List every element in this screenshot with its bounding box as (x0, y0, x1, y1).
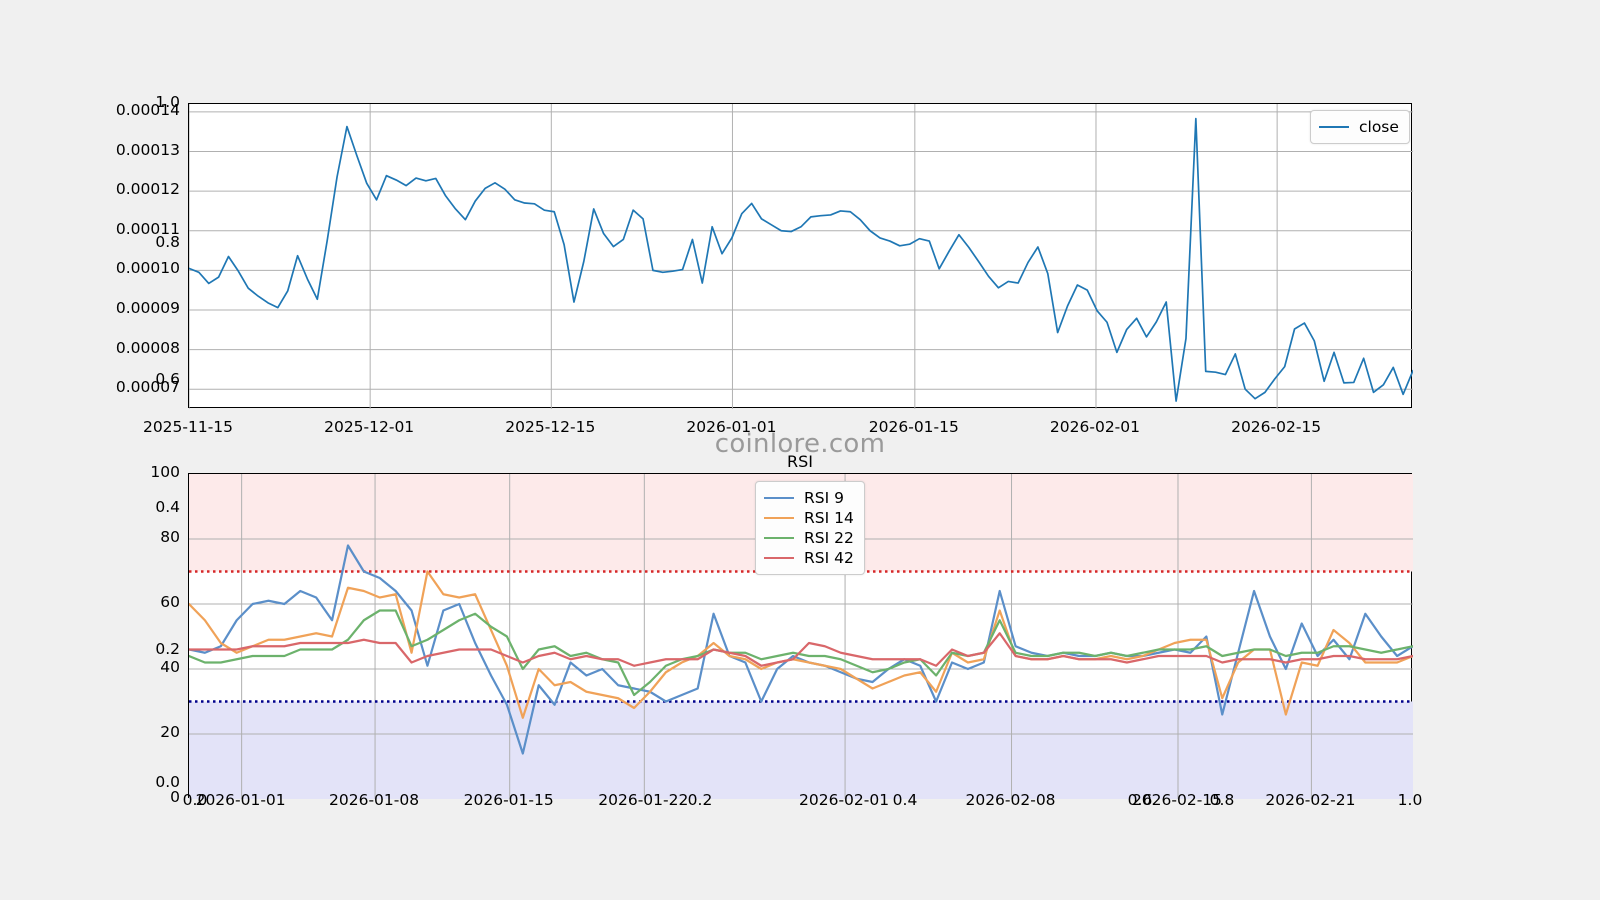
price-x-tick: 2025-12-01 (324, 418, 415, 436)
legend-color-swatch (764, 557, 794, 559)
rsi-y-tick: 40 (160, 658, 180, 676)
legend-color-swatch (764, 517, 794, 519)
price-x-tick: 2025-12-15 (505, 418, 596, 436)
price-x-tick: 2026-02-01 (1049, 418, 1141, 436)
rsi-legend: RSI 9 RSI 14 RSI 22 RSI 42 (755, 481, 865, 575)
rsi-x-tick: 2026-01-08 (329, 791, 420, 809)
legend-color-swatch (764, 537, 794, 539)
rsi-y-tick: 0 (170, 788, 180, 806)
price-x-tick: 2026-01-01 (686, 418, 777, 436)
rsi-y-tick: 20 (160, 723, 180, 741)
legend-item: RSI 14 (764, 508, 854, 528)
price-y-tick: 0.00014 (115, 100, 180, 119)
legend-item: RSI 22 (764, 528, 854, 548)
price-y-tick: 0.00012 (115, 180, 180, 199)
legend-item: RSI 42 (764, 548, 854, 568)
rsi-x-tick-secondary: 0.2 (687, 791, 713, 809)
price-plot-area (189, 104, 1413, 409)
price-y-tick: 0.00009 (115, 298, 180, 317)
rsi-x-tick-secondary: 0.0 (182, 791, 208, 809)
legend-color-swatch (764, 497, 794, 499)
price-y-tick: 0.00010 (115, 259, 180, 278)
rsi-x-tick: 2026-02-01 (799, 791, 890, 809)
legend-item-label: close (1359, 118, 1399, 136)
rsi-x-tick: 2026-02-08 (965, 791, 1056, 809)
rsi-x-tick: 2026-01-22 (598, 791, 689, 809)
price-y-tick-secondary: 1.0 (155, 93, 180, 111)
rsi-x-tick-secondary: 0.8 (1209, 791, 1235, 809)
price-x-tick: 2025-11-15 (142, 418, 234, 436)
rsi-plot-area (189, 474, 1413, 799)
price-x-tick: 2026-01-15 (868, 418, 959, 436)
legend-item-label: RSI 14 (804, 509, 854, 527)
rsi-y-tick: 80 (160, 528, 180, 546)
rsi-y-tick-secondary: 0.2 (155, 640, 180, 658)
rsi-x-tick-secondary: 1.0 (1397, 791, 1423, 809)
price-legend: close (1310, 110, 1410, 144)
price-y-tick: 0.00008 (115, 338, 180, 357)
legend-item-label: RSI 9 (804, 489, 844, 507)
rsi-x-tick: 2026-01-01 (195, 791, 286, 809)
rsi-y-tick-secondary: 0.4 (155, 498, 180, 516)
rsi-x-tick: 2026-02-15 (1131, 791, 1223, 809)
price-y-tick: 0.00011 (115, 219, 180, 238)
rsi-x-tick: 2026-02-21 (1265, 791, 1356, 809)
rsi-chart-title: RSI (787, 452, 813, 471)
price-y-tick-secondary: 0.8 (155, 233, 180, 251)
legend-item-label: RSI 42 (804, 549, 854, 567)
price-y-tick: 0.00007 (115, 378, 180, 397)
legend-item: RSI 9 (764, 488, 854, 508)
rsi-y-tick: 60 (160, 593, 180, 611)
watermark: coinlore.com (714, 429, 886, 459)
price-y-tick-secondary: 0.6 (155, 370, 180, 388)
legend-color-swatch (1319, 126, 1349, 128)
price-y-tick: 0.00013 (115, 140, 180, 159)
rsi-y-tick: 100 (150, 463, 180, 481)
rsi-x-tick-secondary: 0.6 (1127, 791, 1153, 809)
legend-item: close (1319, 117, 1399, 137)
price-chart-panel (188, 103, 1413, 409)
legend-item-label: RSI 22 (804, 529, 854, 547)
rsi-y-tick-secondary: 0.0 (155, 773, 180, 791)
rsi-x-tick-secondary: 0.4 (892, 791, 918, 809)
rsi-x-tick: 2026-01-15 (463, 791, 554, 809)
price-x-tick: 2026-02-15 (1231, 418, 1322, 436)
